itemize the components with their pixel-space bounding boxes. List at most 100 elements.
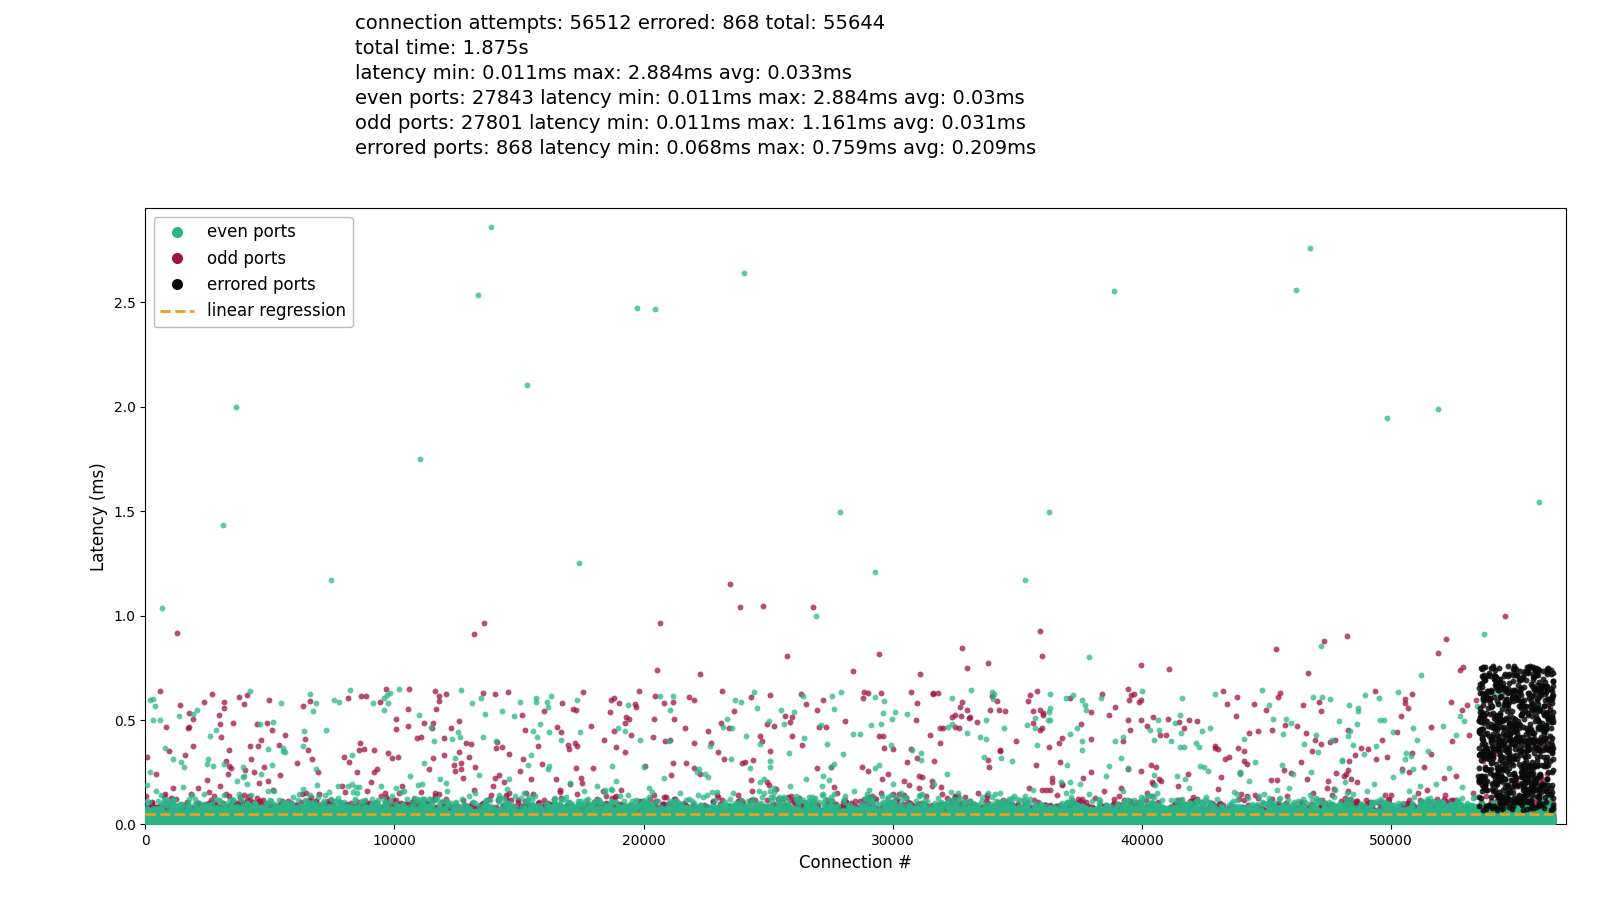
Point <box>558 802 584 816</box>
Point <box>1133 814 1159 828</box>
Point <box>1060 812 1086 826</box>
Point <box>468 810 494 824</box>
Point <box>1022 721 1047 736</box>
Point <box>1291 812 1317 826</box>
Point <box>208 811 234 825</box>
Point <box>160 812 186 826</box>
Point <box>1338 813 1364 827</box>
Point <box>1164 805 1190 820</box>
Point <box>407 807 433 822</box>
Point <box>487 814 513 828</box>
Point <box>996 813 1022 827</box>
Point <box>1059 814 1085 828</box>
Point <box>857 810 883 824</box>
Point <box>179 814 205 829</box>
Point <box>725 805 751 819</box>
Point <box>989 809 1015 824</box>
Point <box>194 811 220 825</box>
Point <box>754 803 780 817</box>
Point <box>897 808 923 823</box>
Point <box>670 812 696 826</box>
Point <box>315 811 341 825</box>
Point <box>881 814 907 829</box>
Point <box>1404 811 1430 825</box>
Point <box>1382 814 1407 828</box>
Point <box>195 812 221 826</box>
Point <box>334 814 360 829</box>
Point <box>846 814 872 829</box>
Point <box>1504 801 1530 815</box>
Point <box>1475 811 1501 825</box>
Point <box>1380 814 1406 829</box>
Point <box>1399 813 1425 827</box>
Point <box>594 798 620 813</box>
Point <box>1459 812 1485 826</box>
Point <box>650 813 676 827</box>
Point <box>386 812 412 826</box>
Point <box>1307 813 1333 827</box>
Point <box>833 812 859 826</box>
Point <box>450 813 476 827</box>
Point <box>447 814 473 828</box>
Point <box>989 802 1015 816</box>
Point <box>1469 814 1495 829</box>
Point <box>581 800 607 814</box>
Point <box>1483 814 1509 828</box>
Point <box>1114 814 1139 829</box>
Point <box>1511 814 1537 828</box>
Point <box>310 810 336 824</box>
Point <box>723 814 749 828</box>
Point <box>1507 799 1533 814</box>
Point <box>153 794 179 808</box>
Point <box>1070 808 1096 823</box>
Point <box>594 814 620 829</box>
Point <box>607 805 633 820</box>
Point <box>905 814 931 828</box>
Point <box>1233 814 1259 828</box>
Point <box>228 811 253 825</box>
Point <box>623 811 649 825</box>
Point <box>174 811 200 825</box>
Point <box>697 814 723 829</box>
Point <box>434 814 460 829</box>
Point <box>726 809 752 824</box>
Point <box>1267 814 1293 829</box>
Point <box>1478 814 1504 829</box>
Point <box>1425 803 1451 817</box>
Point <box>965 805 991 820</box>
Point <box>1419 814 1445 829</box>
Point <box>700 807 726 822</box>
Point <box>1530 813 1556 827</box>
Point <box>780 814 805 828</box>
Point <box>1441 798 1467 813</box>
Point <box>873 810 899 824</box>
Point <box>1385 812 1411 826</box>
Point <box>500 809 526 824</box>
Point <box>273 814 299 829</box>
Point <box>374 814 400 829</box>
Point <box>831 809 857 824</box>
Point <box>1356 803 1382 817</box>
Point <box>218 813 244 827</box>
Point <box>1420 812 1446 826</box>
Point <box>1169 802 1194 816</box>
Point <box>383 807 408 822</box>
Point <box>1210 814 1236 828</box>
Point <box>897 808 923 823</box>
Point <box>1102 814 1128 828</box>
Point <box>565 813 591 827</box>
Point <box>216 811 242 825</box>
Point <box>1499 809 1525 824</box>
Point <box>1520 810 1546 824</box>
Point <box>1470 805 1496 820</box>
Point <box>883 809 909 824</box>
Point <box>1115 810 1141 824</box>
Point <box>662 813 688 827</box>
Point <box>1241 813 1267 827</box>
Point <box>652 813 678 827</box>
Point <box>617 814 642 829</box>
Point <box>988 812 1014 826</box>
Point <box>1401 814 1427 829</box>
Point <box>1485 813 1511 827</box>
Point <box>694 804 720 818</box>
